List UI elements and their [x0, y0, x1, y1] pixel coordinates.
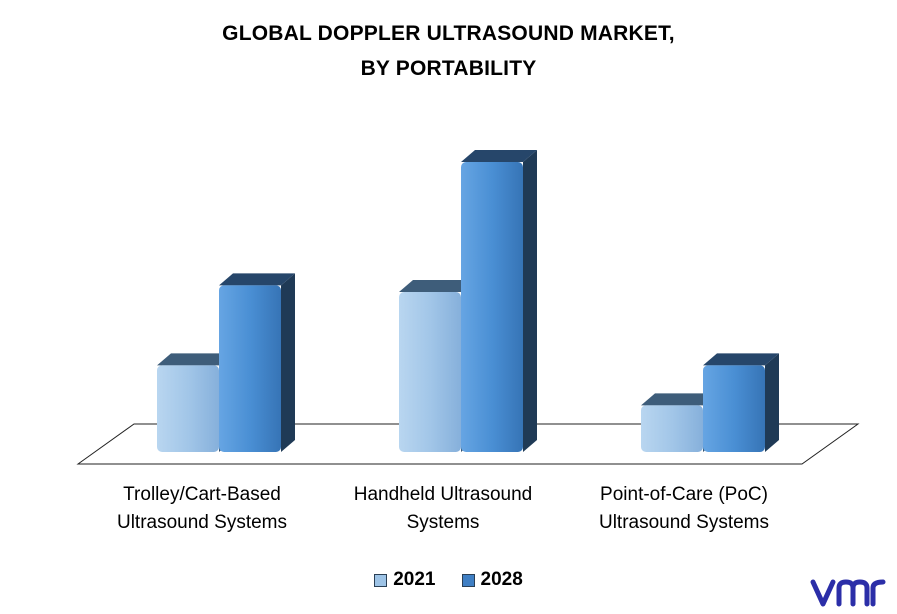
- bar-top: [399, 280, 475, 292]
- legend-swatch-2028: [461, 573, 475, 587]
- bar-front: [461, 162, 523, 452]
- bar-side: [281, 273, 295, 452]
- bars-group: [157, 150, 779, 452]
- chart-title-line-1: GLOBAL DOPPLER ULTRASOUND MARKET,: [222, 22, 675, 45]
- vmr-logo: [810, 579, 886, 607]
- category-label-trolley: Trolley/Cart-Based Ultrasound Systems: [116, 484, 287, 533]
- bar-front: [219, 285, 281, 452]
- bar-side: [523, 150, 537, 452]
- bar-front: [399, 292, 461, 452]
- bar-front: [157, 365, 219, 452]
- bar-top: [641, 393, 717, 406]
- legend: 2021 2028: [0, 569, 897, 591]
- legend-item-2028: 2028: [461, 569, 523, 591]
- category-label-handheld: Handheld Ultrasound Systems: [353, 484, 533, 533]
- bar-top: [461, 150, 537, 162]
- category-label-poc: Point-of-Care (PoC) Ultrasound Systems: [598, 484, 769, 533]
- chart-title-line-2: BY PORTABILITY: [360, 57, 537, 80]
- bar-front: [703, 365, 765, 452]
- bar-2028-cat0: [219, 273, 295, 452]
- legend-swatch-2021: [374, 573, 388, 587]
- bar-front: [641, 405, 703, 452]
- legend-item-2021: 2021: [374, 569, 436, 591]
- bar-2028-cat2: [703, 353, 779, 452]
- bar-top: [703, 353, 779, 366]
- legend-label-2021: 2021: [393, 569, 436, 590]
- bar-2028-cat1: [461, 150, 537, 452]
- legend-label-2028: 2028: [480, 569, 523, 590]
- bar-top: [219, 273, 295, 286]
- bar-top: [157, 353, 233, 366]
- bar-side: [765, 353, 779, 452]
